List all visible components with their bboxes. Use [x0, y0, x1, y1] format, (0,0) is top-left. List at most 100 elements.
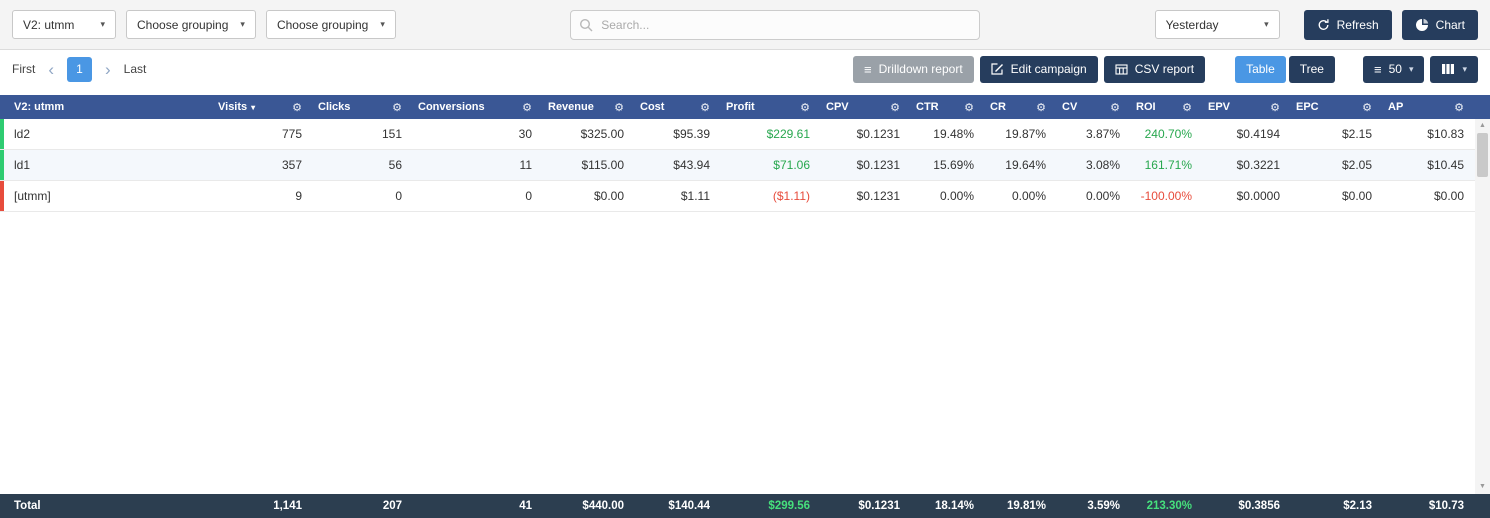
column-settings-gear-icon[interactable]: ⚙ [1036, 101, 1046, 114]
campaign-dropdown[interactable]: V2: utmm ▾ [12, 10, 116, 39]
list-icon: ≡ [864, 61, 872, 77]
table-row-ld2[interactable]: ld2 775 151 30 $325.00 $95.39 $229.61 $0.1231 19… [0, 119, 1490, 150]
vertical-scrollbar[interactable]: ▲ ▼ [1475, 119, 1490, 494]
column-settings-gear-icon[interactable]: ⚙ [392, 101, 402, 114]
view-toggle: Table Tree [1235, 55, 1335, 83]
table-view-button[interactable]: Table [1235, 55, 1286, 83]
total-cell-revenue: $440.00 [582, 500, 624, 512]
column-header-cpv[interactable]: CPV ⚙ [818, 101, 908, 114]
pagination-last[interactable]: Last [123, 62, 147, 76]
row-name: ld2 [14, 127, 31, 141]
column-label: Conversions [418, 101, 485, 113]
table-row-ld1[interactable]: ld1 357 56 11 $115.00 $43.94 $71.06 $0.1231 15.6… [0, 150, 1490, 181]
column-settings-gear-icon[interactable]: ⚙ [890, 101, 900, 114]
column-label: Profit [726, 101, 755, 113]
cell-ap: $10.45 [1427, 158, 1464, 172]
column-settings-gear-icon[interactable]: ⚙ [1182, 101, 1192, 114]
cell-epc: $2.15 [1341, 127, 1372, 141]
tree-view-label: Tree [1299, 62, 1324, 76]
column-header-visits[interactable]: Visits ▾ ⚙ [210, 101, 310, 114]
cell-cpv: $0.1231 [856, 158, 900, 172]
cell-clicks: 151 [381, 127, 402, 141]
grouping-dropdown-1[interactable]: Choose grouping ▾ [126, 10, 256, 39]
column-header-revenue[interactable]: Revenue ⚙ [540, 101, 632, 114]
grouping-dropdown-2[interactable]: Choose grouping ▾ [265, 10, 396, 39]
column-header-name[interactable]: V2: utmm [14, 101, 65, 113]
scrollbar-thumb[interactable] [1477, 133, 1488, 177]
column-header-cr[interactable]: CR ⚙ [982, 101, 1054, 114]
columns-icon [1442, 64, 1455, 74]
table-rows: ld2 775 151 30 $325.00 $95.39 $229.61 $0.1231 19… [0, 119, 1490, 212]
sub-toolbar: First ‹ 1 › Last ≡ Drilldown report Edit… [0, 50, 1490, 88]
edit-campaign-button[interactable]: Edit campaign [979, 55, 1098, 83]
total-label: Total [14, 500, 41, 512]
table-view-label: Table [1246, 62, 1275, 76]
scroll-up-icon[interactable]: ▲ [1479, 122, 1486, 129]
column-header-clicks[interactable]: Clicks ⚙ [310, 101, 410, 114]
column-header-cv[interactable]: CV ⚙ [1054, 101, 1128, 114]
column-header-epc[interactable]: EPC ⚙ [1288, 101, 1380, 114]
cell-cr: 19.87% [1005, 127, 1046, 141]
grouping-dropdown-1-label: Choose grouping [137, 17, 229, 32]
column-settings-gear-icon[interactable]: ⚙ [700, 101, 710, 114]
page-size-button[interactable]: ≡ 50 ▾ [1362, 55, 1425, 83]
chevron-right-icon[interactable]: › [105, 59, 111, 79]
column-header-cost[interactable]: Cost ⚙ [632, 101, 718, 114]
cell-revenue: $325.00 [580, 127, 624, 141]
cell-epv: $0.0000 [1236, 189, 1280, 203]
total-cell-cr: 19.81% [1006, 500, 1046, 512]
column-settings-gear-icon[interactable]: ⚙ [1362, 101, 1372, 114]
date-range-dropdown[interactable]: Yesterday ▾ [1154, 10, 1280, 39]
cell-ap: $10.83 [1427, 127, 1464, 141]
search-input[interactable] [570, 9, 981, 40]
chevron-left-icon[interactable]: ‹ [48, 59, 54, 79]
pagination-first[interactable]: First [12, 62, 36, 76]
column-settings-gear-icon[interactable]: ⚙ [800, 101, 810, 114]
column-settings-gear-icon[interactable]: ⚙ [614, 101, 624, 114]
scroll-down-icon[interactable]: ▼ [1479, 483, 1486, 490]
cell-ctr: 15.69% [933, 158, 974, 172]
cell-roi: -100.00% [1140, 189, 1192, 203]
column-label: CPV [826, 101, 849, 113]
column-settings-gear-icon[interactable]: ⚙ [292, 101, 302, 114]
total-cell-cv: 3.59% [1087, 500, 1120, 512]
column-settings-gear-icon[interactable]: ⚙ [522, 101, 532, 114]
column-header-profit[interactable]: Profit ⚙ [718, 101, 818, 114]
cell-revenue: $115.00 [581, 158, 625, 172]
chart-button[interactable]: Chart [1401, 9, 1478, 40]
table-header-row: V2: utmm Visits ▾ ⚙ Clicks ⚙ Conversions ⚙ Reven… [0, 95, 1490, 119]
refresh-button[interactable]: Refresh [1303, 9, 1392, 40]
column-settings-gear-icon[interactable]: ⚙ [1454, 101, 1464, 114]
chart-label: Chart [1435, 17, 1465, 32]
column-header-ap[interactable]: AP ⚙ [1380, 101, 1472, 114]
column-settings-gear-icon[interactable]: ⚙ [964, 101, 974, 114]
column-header-roi[interactable]: ROI ⚙ [1128, 101, 1200, 114]
row-status-indicator [0, 150, 4, 180]
cell-cpv: $0.1231 [856, 189, 900, 203]
column-header-ctr[interactable]: CTR ⚙ [908, 101, 982, 114]
column-settings-gear-icon[interactable]: ⚙ [1270, 101, 1280, 114]
column-label: AP [1388, 101, 1404, 113]
pagination-page-1[interactable]: 1 [67, 56, 92, 82]
tree-view-button[interactable]: Tree [1288, 55, 1335, 83]
sort-desc-icon: ▾ [251, 103, 256, 112]
edit-campaign-label: Edit campaign [1010, 62, 1087, 76]
drilldown-report-button[interactable]: ≡ Drilldown report [853, 55, 974, 83]
table-row-[utmm][interactable]: [utmm] 9 0 0 $0.00 $1.11 ($1.11) $0.1231 0.00% 0.… [0, 181, 1490, 212]
columns-button[interactable]: ▾ [1430, 55, 1478, 83]
column-label: EPC [1296, 101, 1319, 113]
column-header-conversions[interactable]: Conversions ⚙ [410, 101, 540, 114]
cell-revenue: $0.00 [593, 189, 624, 203]
column-label: Clicks [318, 101, 351, 113]
column-settings-gear-icon[interactable]: ⚙ [1110, 101, 1120, 114]
csv-report-button[interactable]: CSV report [1103, 55, 1206, 83]
pie-chart-icon [1415, 18, 1428, 31]
column-header-epv[interactable]: EPV ⚙ [1200, 101, 1288, 114]
chevron-down-icon: ▾ [240, 19, 245, 29]
cell-conversions: 11 [519, 158, 532, 172]
cell-cost: $95.39 [673, 127, 710, 141]
grouping-dropdown-2-label: Choose grouping [276, 17, 369, 32]
row-name-cell: ld1 [0, 150, 210, 180]
cell-cost: $43.94 [673, 158, 710, 172]
total-cell-epc: $2.13 [1343, 500, 1372, 512]
